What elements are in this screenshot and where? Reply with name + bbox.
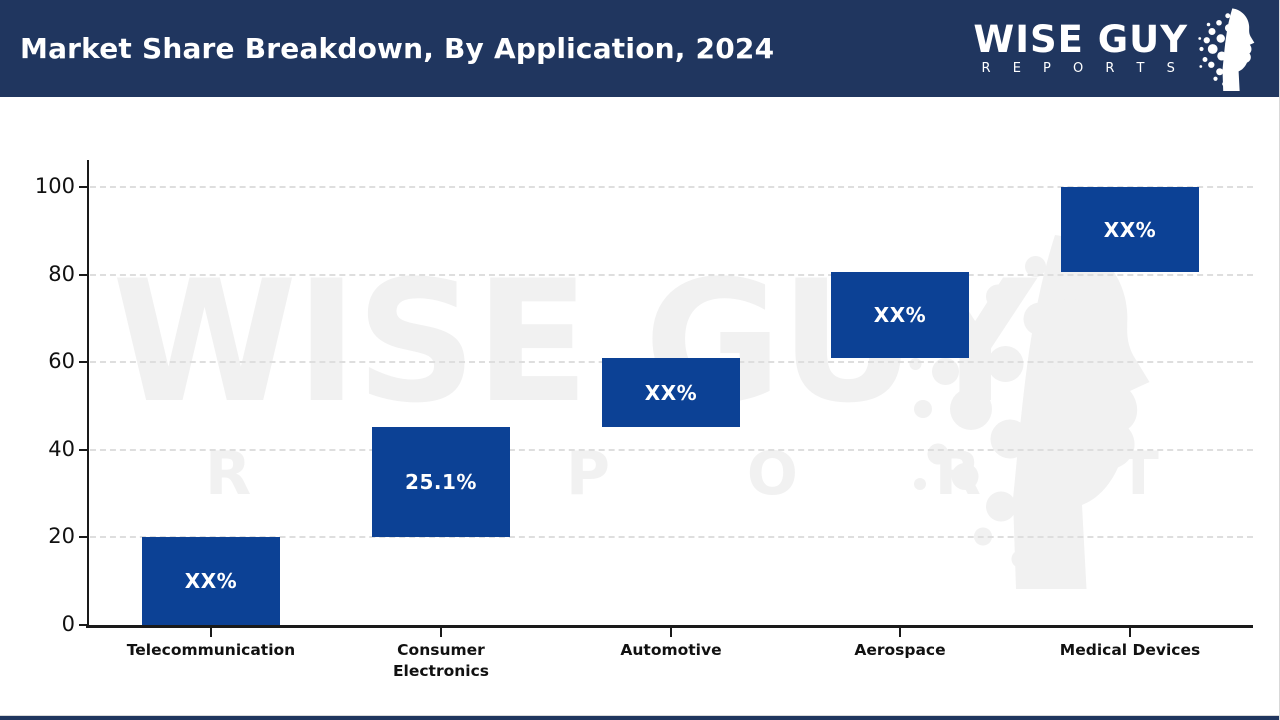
x-tick-1 <box>440 628 442 637</box>
wise-guy-logo: WISE GUY R E P O R T S <box>973 7 1279 91</box>
gridline-80 <box>90 273 1253 276</box>
gridline-100 <box>90 186 1253 188</box>
y-axis-line <box>87 160 89 627</box>
y-tick-label-60: 60 <box>48 349 75 374</box>
y-tick-40 <box>79 448 87 451</box>
y-tick-100 <box>79 186 87 188</box>
x-category-label: Automotive <box>620 641 722 659</box>
bar-value-label: XX% <box>184 569 238 594</box>
y-tick-20 <box>79 536 87 539</box>
y-tick-label-0: 0 <box>61 612 75 636</box>
page-title: Market Share Breakdown, By Application, … <box>20 32 775 65</box>
x-category-label: Telecommunication <box>126 641 296 659</box>
bar-value-label: XX% <box>1103 217 1157 242</box>
dotted-head-icon <box>1198 7 1255 91</box>
y-tick-80 <box>79 273 87 276</box>
x-category-label: Medical Devices <box>1059 641 1201 659</box>
bar-value-label: XX% <box>873 303 927 328</box>
x-tick-3 <box>899 628 901 637</box>
x-tick-2 <box>670 628 672 637</box>
y-tick-label-40: 40 <box>48 436 75 461</box>
x-tick-0 <box>210 628 212 637</box>
y-tick-label-20: 20 <box>48 524 75 549</box>
y-tick-0 <box>79 624 87 626</box>
bar-value-label: 25.1% <box>405 470 477 495</box>
x-tick-4 <box>1129 628 1131 637</box>
bar-aerospace: XX% <box>831 272 969 358</box>
bar-medical-devices: XX% <box>1061 187 1199 273</box>
y-tick-60 <box>79 361 87 364</box>
y-tick-label-80: 80 <box>48 261 75 286</box>
header-bar: Market Share Breakdown, By Application, … <box>0 0 1279 97</box>
x-axis-line <box>86 625 1253 628</box>
x-category-label: Aerospace <box>854 641 946 659</box>
bar-consumer-electronics: 25.1% <box>372 427 510 538</box>
logo-text: WISE GUY R E P O R T S <box>973 21 1188 76</box>
gridline-20 <box>90 536 1253 539</box>
bar-automotive: XX% <box>602 357 740 428</box>
logo-subtext: R E P O R T S <box>981 61 1184 76</box>
bar-telecommunication: XX% <box>142 537 280 625</box>
gridline-40 <box>90 448 1253 451</box>
x-category-label: Consumer Electronics <box>392 641 490 680</box>
y-tick-label-100: 100 <box>34 174 75 198</box>
footer-bar <box>0 715 1279 720</box>
bar-value-label: XX% <box>644 380 698 405</box>
logo-wordmark: WISE GUY <box>973 18 1188 61</box>
